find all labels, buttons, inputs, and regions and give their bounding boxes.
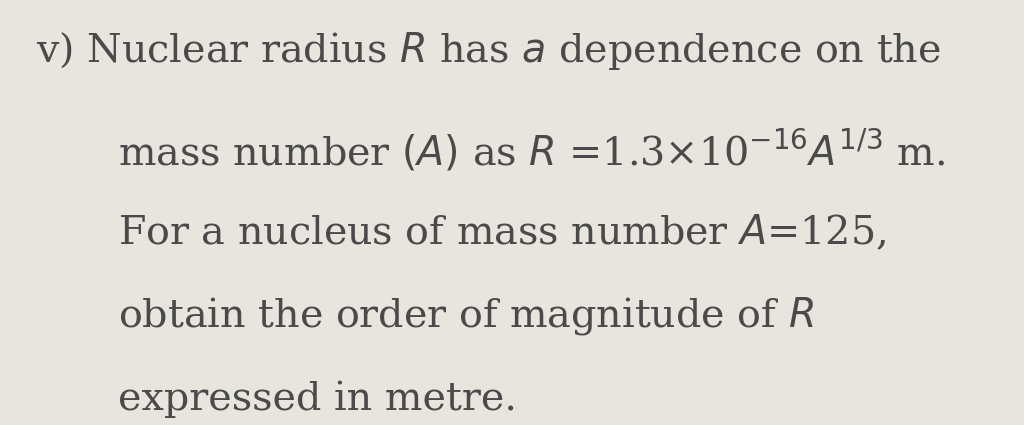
Text: mass number $(A)$ as $R$ =1.3×10$^{-16}$$A^{1/3}$ m.: mass number $(A)$ as $R$ =1.3×10$^{-16}$… [118, 128, 945, 173]
Text: expressed in metre.: expressed in metre. [118, 380, 517, 418]
Text: For a nucleus of mass number $A$=125,: For a nucleus of mass number $A$=125, [118, 212, 886, 252]
Text: obtain the order of magnitude of $R$: obtain the order of magnitude of $R$ [118, 295, 814, 337]
Text: v) Nuclear radius $R$ has $a$ dependence on the: v) Nuclear radius $R$ has $a$ dependence… [36, 30, 941, 72]
